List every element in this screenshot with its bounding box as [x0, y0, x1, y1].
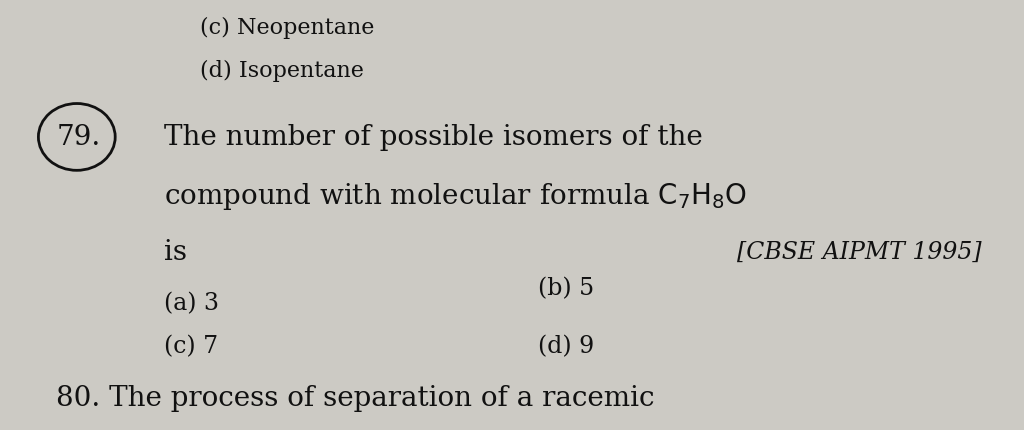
Text: 80. The process of separation of a racemic: 80. The process of separation of a racem…: [56, 384, 654, 411]
Text: [CBSE AIPMT 1995]: [CBSE AIPMT 1995]: [737, 240, 982, 263]
Text: (c) Neopentane: (c) Neopentane: [200, 17, 374, 39]
Text: 79.: 79.: [56, 124, 100, 151]
Text: The number of possible isomers of the: The number of possible isomers of the: [164, 124, 702, 151]
Text: is: is: [164, 238, 186, 265]
Text: (b) 5: (b) 5: [538, 276, 594, 300]
Text: compound with molecular formula $\mathrm{C_7H_8O}$: compound with molecular formula $\mathrm…: [164, 180, 746, 211]
Text: (a) 3: (a) 3: [164, 292, 219, 315]
Text: (d) Isopentane: (d) Isopentane: [200, 60, 364, 82]
Text: (c) 7: (c) 7: [164, 335, 218, 358]
Text: (d) 9: (d) 9: [538, 335, 594, 358]
